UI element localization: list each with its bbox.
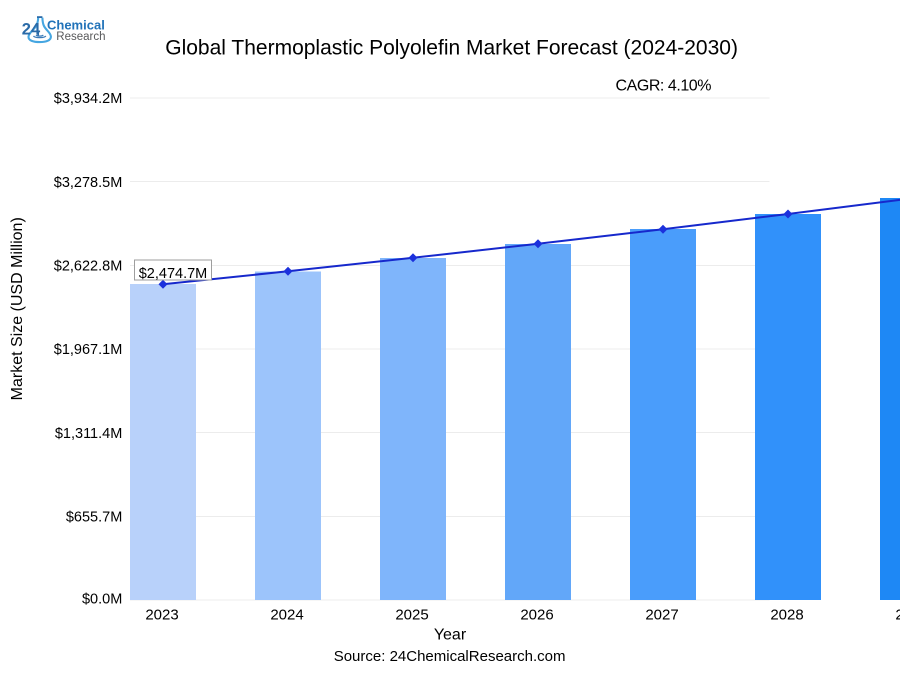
svg-text:$0.0M: $0.0M (82, 592, 122, 608)
svg-text:$2,474.7M: $2,474.7M (139, 266, 208, 282)
svg-text:2025: 2025 (395, 607, 428, 624)
svg-text:$3,278.5M: $3,278.5M (54, 175, 123, 191)
svg-text:2027: 2027 (645, 607, 678, 624)
svg-text:CAGR: 4.10%: CAGR: 4.10% (616, 77, 712, 94)
svg-text:Research: Research (56, 31, 105, 43)
svg-text:$655.7M: $655.7M (66, 510, 122, 526)
svg-text:2028: 2028 (770, 607, 803, 624)
svg-text:2023: 2023 (145, 607, 178, 624)
svg-text:$2,622.8M: $2,622.8M (54, 259, 123, 275)
svg-text:Global Thermoplastic Polyolefi: Global Thermoplastic Polyolefin Market F… (165, 36, 738, 59)
svg-text:24: 24 (22, 20, 41, 38)
svg-text:Chemical: Chemical (47, 18, 105, 33)
svg-text:2024: 2024 (270, 607, 303, 624)
svg-text:$3,934.2M: $3,934.2M (54, 91, 123, 107)
svg-text:2026: 2026 (520, 607, 553, 624)
svg-text:Source: 24ChemicalResearch.com: Source: 24ChemicalResearch.com (334, 648, 566, 665)
svg-text:Market Size (USD Million): Market Size (USD Million) (9, 217, 26, 400)
svg-text:$1,967.1M: $1,967.1M (54, 342, 123, 358)
svg-text:Year: Year (434, 627, 467, 644)
svg-text:$1,311.4M: $1,311.4M (55, 426, 122, 442)
svg-text:2029: 2029 (895, 607, 900, 624)
